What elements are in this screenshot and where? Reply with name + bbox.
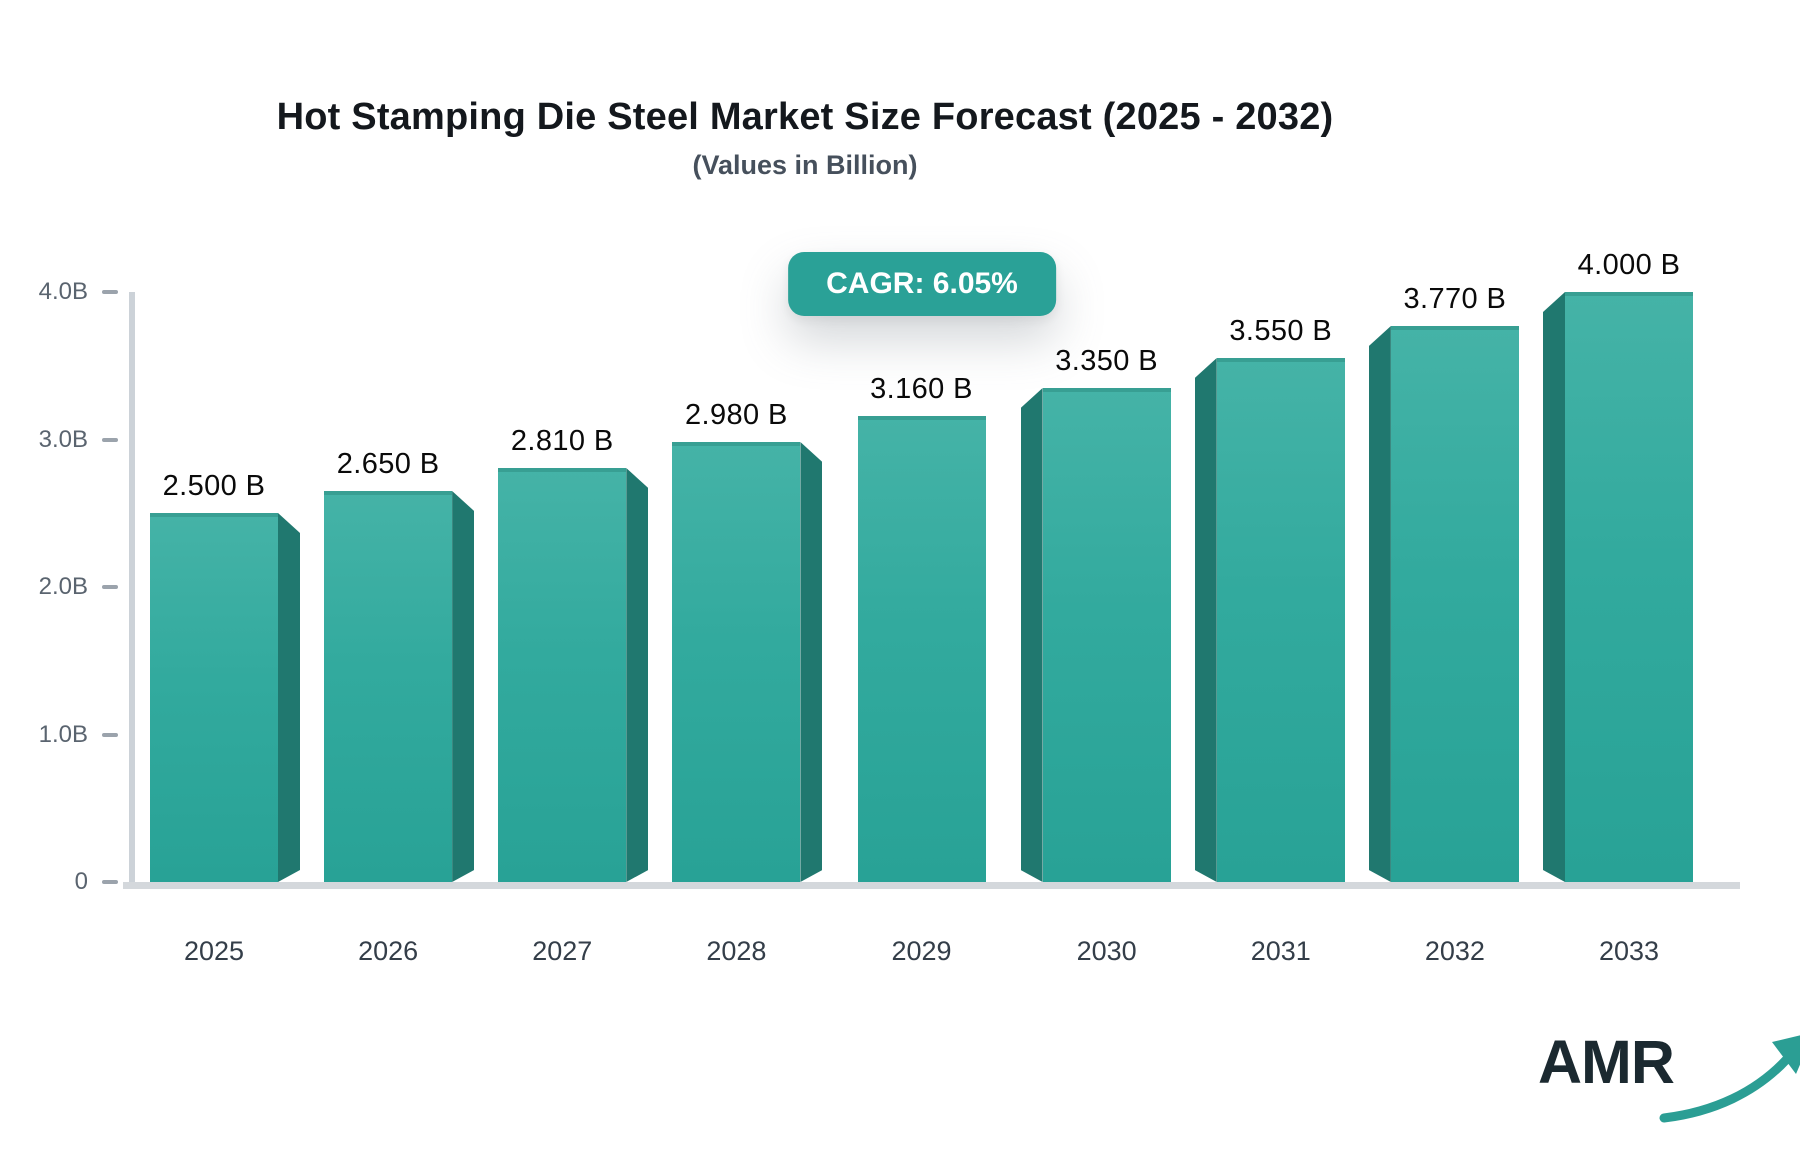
y-tick-mark [102, 290, 118, 294]
bar-value-label: 2.500 B [162, 470, 266, 502]
bar-column [1543, 292, 1693, 882]
bar-value-label: 2.810 B [510, 425, 614, 457]
bar-column [324, 491, 474, 882]
brand-logo-text: AMR [1538, 1028, 1675, 1096]
y-tick-label: 1.0B [38, 720, 88, 748]
plot-area: 2.500 B 2.650 B 2.810 B 2.980 B 3.160 B 3.350… [150, 249, 1693, 882]
y-tick-label: 3.0B [38, 425, 88, 453]
bar-2032: 3.770 B [1369, 283, 1519, 882]
bar-front-face [1042, 388, 1171, 882]
bar-2027: 2.810 B [498, 292, 648, 882]
bar-value-label: 2.980 B [684, 399, 788, 431]
y-tick-label: 4.0B [38, 278, 88, 305]
x-axis-label-2028: 2028 [706, 936, 767, 966]
bar-2029: 3.160 B [847, 292, 997, 882]
bar-2033: 4.000 B [1543, 249, 1693, 882]
bar-side-face [278, 513, 300, 882]
x-axis-label-2033: 2033 [1598, 936, 1660, 966]
bar-front-face [498, 468, 627, 882]
chart-subtitle: (Values in Billion) [692, 150, 918, 180]
bar-side-face [1021, 388, 1043, 882]
bar-value-label: 3.350 B [1055, 345, 1159, 377]
bar-value-label: 3.160 B [870, 373, 973, 405]
x-axis-label-2027: 2027 [532, 936, 593, 966]
x-axis-label-2025: 2025 [183, 936, 245, 966]
bar-column [1195, 358, 1345, 882]
bar-2030: 3.350 B [1021, 292, 1171, 882]
bar-side-face [800, 442, 822, 882]
bar-front-face [1390, 326, 1519, 882]
y-axis-line [129, 292, 135, 882]
bar-value-label: 3.770 B [1403, 283, 1507, 315]
bar-side-face [452, 491, 474, 882]
x-axis-label-2031: 2031 [1250, 936, 1311, 966]
x-axis-label-2032: 2032 [1424, 936, 1485, 966]
bar-2025: 2.500 B [150, 292, 300, 882]
y-tick-mark [102, 585, 118, 589]
y-tick-mark [102, 732, 118, 737]
bar-front-face [857, 416, 986, 882]
cagr-badge: CAGR: 6.05% [788, 252, 1056, 316]
bar-column [498, 468, 648, 882]
bar-front-face [1216, 358, 1345, 882]
bar-front-face [672, 442, 801, 882]
bar-front-face [150, 513, 278, 882]
growth-arrow-icon [1659, 1035, 1800, 1123]
x-axis-label-2029: 2029 [891, 936, 952, 966]
bar-column [857, 416, 986, 882]
bar-side-face [1195, 358, 1217, 882]
y-tick-label: 2.0B [38, 573, 88, 600]
y-tick-label: 0 [74, 868, 88, 895]
y-tick-mark [102, 880, 118, 884]
bar-column [150, 513, 300, 882]
chart-title: Hot Stamping Die Steel Market Size Forec… [276, 96, 1334, 138]
bar-column [1369, 326, 1519, 882]
bar-2031: 3.550 B [1195, 292, 1345, 882]
bar-value-label: 2.650 B [336, 448, 440, 480]
bar-side-face [1543, 292, 1565, 882]
bar-value-label: 4.000 B [1577, 249, 1681, 281]
bar-2026: 2.650 B [324, 292, 474, 882]
bar-side-face [1369, 326, 1391, 882]
bar-value-label: 3.550 B [1229, 315, 1333, 347]
brand-logo: AMR [1538, 1032, 1800, 1142]
x-axis-label-2030: 2030 [1076, 936, 1137, 966]
bar-column [672, 442, 822, 882]
bar-2028: 2.980 B [672, 292, 822, 882]
y-tick-mark [102, 437, 118, 442]
bar-column [1021, 388, 1171, 882]
x-axis-baseline [123, 882, 1740, 889]
bar-front-face [324, 491, 453, 882]
chart-header: Hot Stamping Die Steel Market Size Forec… [0, 94, 1610, 182]
bar-front-face [1565, 292, 1693, 882]
x-axis-label-2026: 2026 [358, 936, 419, 966]
bar-side-face [626, 468, 648, 882]
